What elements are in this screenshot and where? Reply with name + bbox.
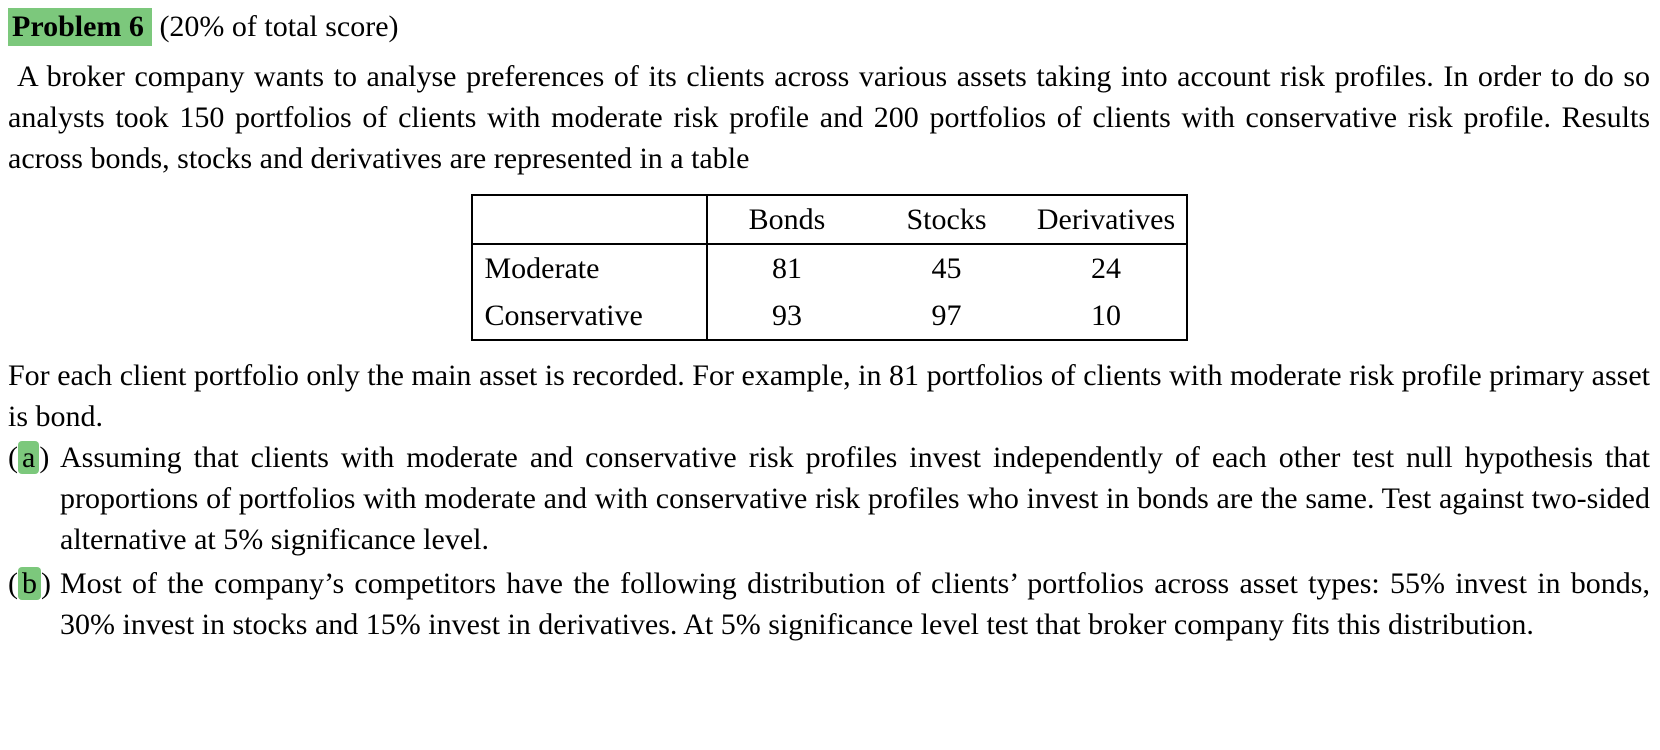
- row-label-conservative: Conservative: [471, 292, 708, 340]
- item-a-letter: a: [18, 441, 40, 474]
- problem-title-highlight: Problem 6: [8, 8, 152, 46]
- cell-conservative-stocks: 97: [931, 299, 962, 332]
- table-header-stocks: Stocks: [906, 203, 987, 236]
- cell-moderate-derivatives: 24: [1091, 252, 1121, 285]
- table-row-conservative: Conservative 93 97 10: [471, 292, 1187, 340]
- cell-conservative-bonds: 93: [772, 299, 802, 332]
- problem-parts-list: (a) Assuming that clients with moderate …: [8, 437, 1650, 645]
- cell-moderate-bonds: 81: [772, 252, 802, 285]
- item-b-marker: (b): [8, 563, 60, 604]
- intro-paragraph: A broker company wants to analyse prefer…: [8, 60, 1650, 175]
- table-header-bonds: Bonds: [748, 203, 826, 236]
- results-table: Bonds Stocks Derivatives Moderate 81 45 …: [470, 194, 1188, 341]
- item-b-paren-open: (: [8, 567, 18, 600]
- item-a-marker: (a): [8, 437, 60, 478]
- item-a-paren-close: ): [39, 441, 50, 474]
- table-corner-cell: [471, 195, 708, 244]
- description-paragraph: For each client portfolio only the main …: [8, 359, 1650, 433]
- table-header-row: Bonds Stocks Derivatives: [471, 195, 1187, 244]
- item-b-paren-close: ): [41, 567, 51, 600]
- cell-moderate-stocks: 45: [931, 252, 962, 285]
- row-label-moderate: Moderate: [471, 244, 708, 292]
- item-b-text: Most of the company’s competitors have t…: [60, 567, 1650, 641]
- item-a-paren-open: (: [8, 441, 18, 474]
- list-item-b: (b) Most of the company’s competitors ha…: [8, 563, 1650, 645]
- problem-title: Problem 6 (20% of total score): [8, 6, 1650, 47]
- problem-title-score: (20% of total score): [151, 10, 399, 43]
- list-item-a: (a) Assuming that clients with moderate …: [8, 437, 1650, 560]
- item-a-text: Assuming that clients with moderate and …: [60, 441, 1650, 556]
- table-header-derivatives: Derivatives: [1036, 203, 1176, 236]
- item-b-letter: b: [18, 567, 41, 600]
- table-row-moderate: Moderate 81 45 24: [471, 244, 1187, 292]
- cell-conservative-derivatives: 10: [1091, 299, 1121, 332]
- results-table-container: Bonds Stocks Derivatives Moderate 81 45 …: [8, 194, 1650, 341]
